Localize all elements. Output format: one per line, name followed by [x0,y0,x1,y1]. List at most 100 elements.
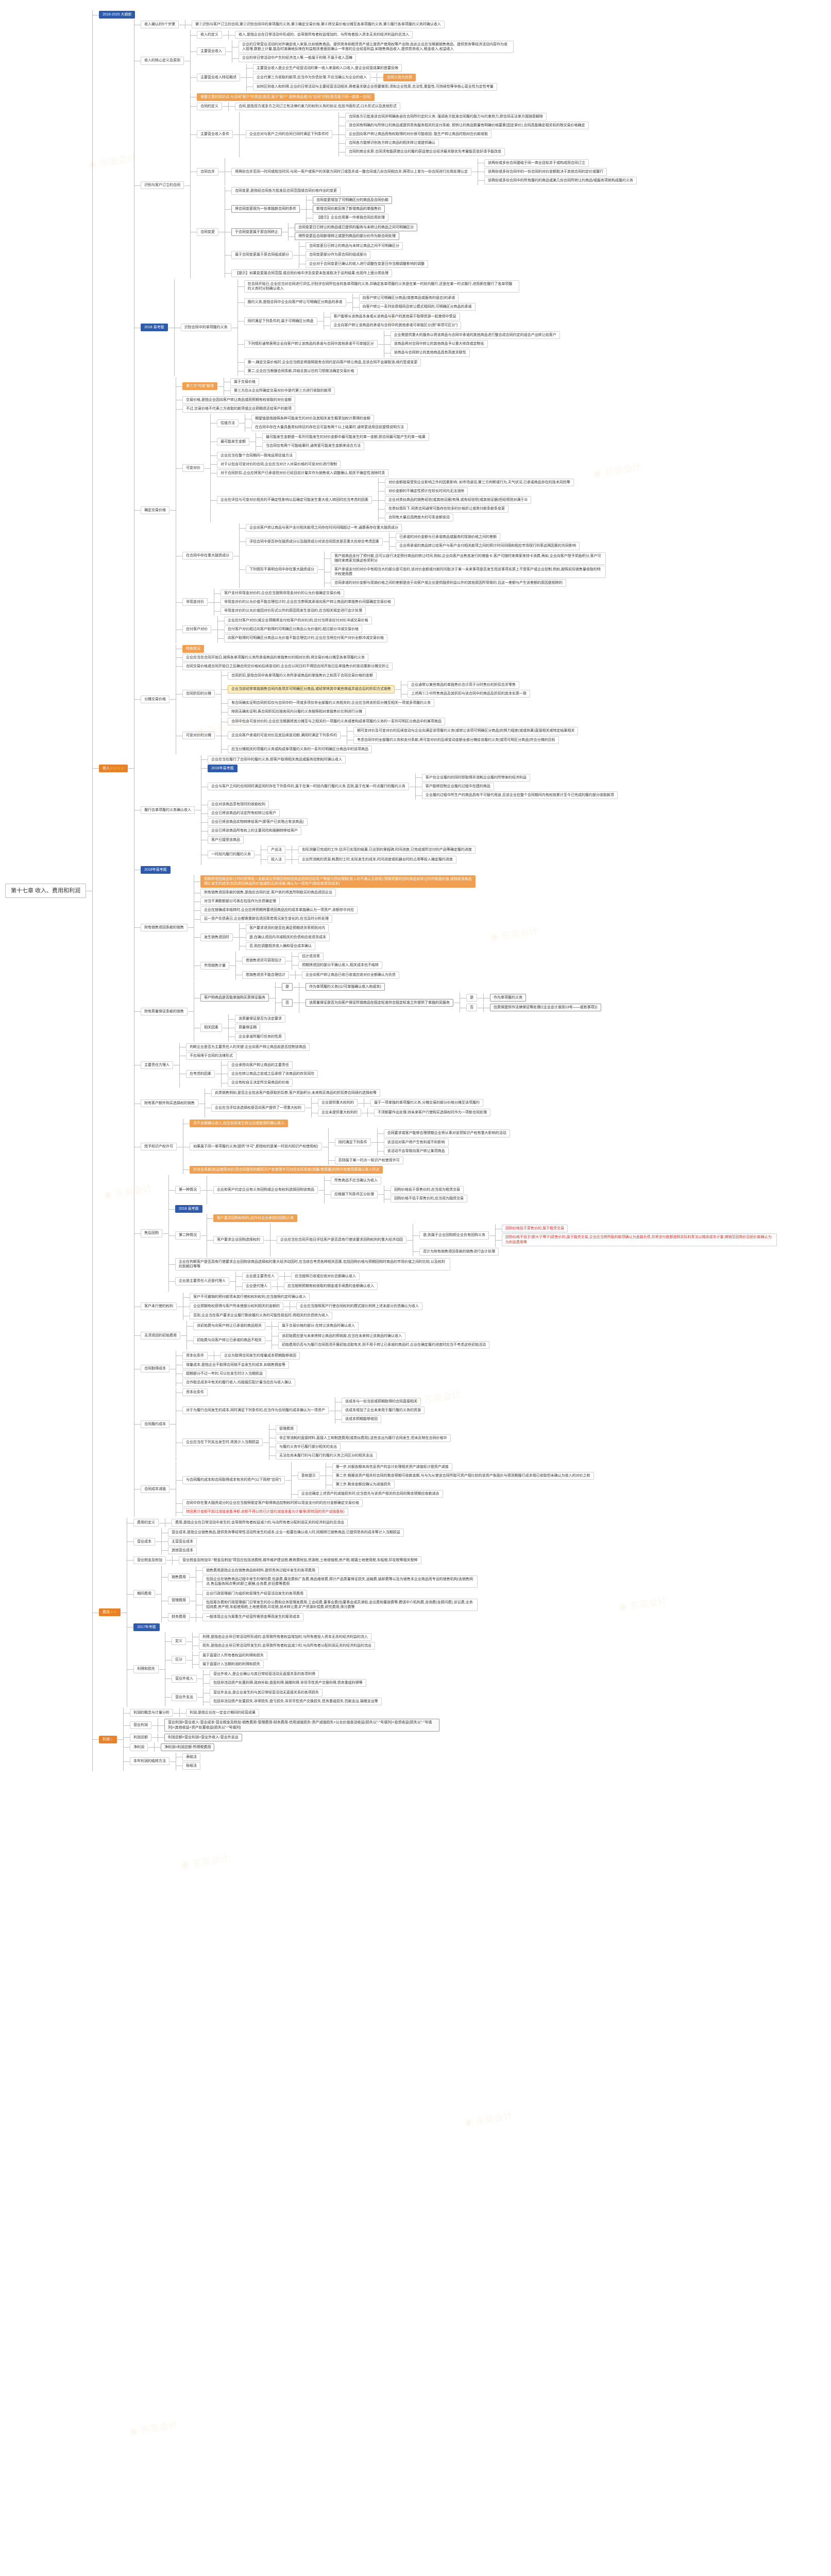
zd2: 不应局限于合同的法律形式 [186,1052,324,1060]
year-tag: 2018-2020 大纲新 [99,11,783,19]
fp3d: 除则无确实证明,表合同折扣应按各同内分履约义务按照相对单独售价比例进行分摊 [228,708,536,716]
shh1a2a: 回购价格低于原售价的,应当视为租赁交易 [391,1186,473,1194]
root-node: 第十七章 收入、费用和利润 2018-2020 大纲新 收入★★★★ 收入确认的… [5,10,831,1771]
xk1a: 同时满足下列条件 合同要求或客户能够合理预期企业将从事对该项知识产权有重大影响的… [335,1129,516,1155]
jz-red: 转回累计金额不超过减值准备净额,余额不得以转已计提的减值准备为计量限(即转回的资… [182,1508,600,1516]
hy2b: 客户能够控制企业履约过程中在建的商品 [422,783,624,790]
fy4b2: 包括筹办费和行政管理部门日常发生的办公费和业务管理发费用,工会经费,董事会费(包… [202,1599,484,1611]
kb2b: 当合同仅有两个可能结果时,通常更可能发生金额来适合方法 [262,442,435,450]
lx2a: 该成本与一份当前或预期取得的合同直接相关 [342,1398,431,1405]
l1b2: 企业的非日常活动中产生的经济流入等,一般属于利得,不属于收入范畴 [239,54,520,62]
hy7: 客户已接受该商品 [208,836,624,844]
hy2c: 企业履约过程中所生产的商品具有不可替代用途,且该企业在整个合同期间内有权就累计至… [422,791,624,799]
dy2a2: 企业向客户转让该商品的承诺与合同中的其他承诺可单独区分(即"单项可区分") [330,321,468,329]
dy2a1: 客户能够从该商品本身或从该商品与客户的其他易于取得资源一起使用中受益 [330,313,468,320]
hy2a: 客户在企业履约的同时即取得并消耗企业履约所带来的经济利益 [422,774,624,782]
fy5d: 营业外支出 营业外支出,是企业发生的与其日常经营活动无直接关系的各项损失 包括非… [172,1688,388,1706]
jz1: 与合同履约成本和合同取得成本有关的资产(以下简称"合同") 意权提示 第一步,对… [182,1462,600,1498]
jz1b: 企业应确定上述资产的减值损失时,应当首先与该资产相关的合同的剩余预期应收款减去 [298,1490,600,1498]
xk1a2: 该活动对客户将产生有利或不利影响 [384,1139,516,1146]
rd2a: 已承诺的对价金额与已承诺商品或服务的现销价格之间的差额 [396,533,586,541]
cm4c: 企业对于合同变更已确认的收入进行调整在变更日作当期调整影响的调整 [306,260,434,268]
zd1: 判断企业是否为主要责任人的关键:企业向客户转让商品前是否控制该商品 [186,1043,324,1051]
kb6c: 企业对类似商品的销售经验(或其他证据)有限,或有经验但(或其他证据)但经预测对满… [385,496,580,504]
sq1: 资本化条件 企业为取得合同发生的增量成本预期能够收回 [182,1351,306,1360]
fx1: 客户支付非现金对价的,企业应当按照非现金对价的公允价值确定交易价格 [221,589,401,597]
c1a: 合同,是指双方或多方之间订立有法律约束力的权利义务的协议,包括书面形式,口头形式… [235,103,406,110]
shh1a: 企业和客户约定企业有义务回购或企业有权利选择回购该商品 所售商品不应当确认为收入… [213,1176,473,1204]
l1a1: 收入,是指企业在日常活动中形成的、会导致所有者权益增加的、与所有者投入资本无关的… [235,31,419,39]
th6a1: 估计退货率 [298,953,388,960]
l1c2: 企业代第三方收取的款项,应当作为负债处理,不应当确认为企业的收入 合同义务为负债 [253,73,503,82]
fp4a: 合同中包含可变对价的,企业应当根据将其分摊至与之相关的一项履约义务或者构成单项履… [228,718,584,725]
rd3: 下列情形不表明合同中存在重大融资成分 客户就商品支付了预付款,且可以自行决定预付… [246,552,612,587]
xk-hl2: 针对全条款(权益使用对价)而合同提供的额知识产权使用许可对应实际条款(销量/使用… [190,1166,516,1174]
fp3b1: 企业通常以某些商品的单独售价合计高于分时售价的折扣合并零售 [408,681,536,689]
zd3a: 企业承担向客户转让商品的主要责任 [228,1061,324,1069]
fy-blue: 2017年考题 [133,1623,484,1631]
wth: 无须退回的初始费用 该初始费与向客户转让已承诺的商品相关 属于交易价格的部分,在… [141,1321,783,1349]
dy4: 第一,确定交易价格时,企业应当假定将按照既有合同约定向客户转让商品,且该合同不会… [244,359,566,366]
shh1a2b: 回购价格不低于原售价的,应当视为融资交易 [391,1195,473,1202]
th: 附有销售退回条款的销售 预期将退回商品转让时的获得收入金额减去预期因销转回商品而… [141,875,783,980]
hy: 履行合单项履约义务确认收入 企业应当在履行了合同中的履约义务,即客户取得相关商品… [141,755,783,865]
lr-lbl: 利润 [103,1738,110,1741]
fp3c: 有合同确实证明合同折扣仅与合同中的一项或多项仅非全部履约义务相关的,企业应当将该… [228,699,536,707]
lr: 利润★ 利润的概念与计量分析 利润,是指企业在一定会计期间的经营成果 营业利润 … [99,1708,783,1771]
kb1a: 期望值是指按照各种可能发生的对价及其相关发生概率加权计算得的金额 [251,415,414,422]
oh-hl: 需要注意的知识点:与合同"客户"的界定(是否,属于"客户";销售商品者)与"合同… [197,93,643,101]
c2a1: 合同各方已批准该合同并明确各自在合同所约定的义务; 强调各方批准合同履约能力与约… [345,113,595,121]
fp: 分摊交易价格 特殊情况 企业应当在合同开始日,按照各单项履约义务所承诺商品的单独… [141,645,783,754]
yf1: 企业应付客户对价(或企业预期将支付给客户的对价)的,应付当将该应付对价冲减交易价… [224,617,394,624]
sq1a: 企业为取得合同发生的增量成本预期能够收回 [221,1352,306,1360]
lx: 合同履约成本 资本化条件 对于为履行合同发生的成本,同时满足下列条件的,应当作为… [141,1388,783,1461]
kcf2: 企业预期有权获得与客户所未使部分权利相关的金额的 企业应当按照客户行使合同权利的… [190,1302,429,1311]
th2: 对当不满数额部分可表右包括作为负债确定理 [200,897,482,905]
sq4: 合作取总成本中有关的履行收入,均按属匹配计量当应应与收入确认 [182,1379,306,1386]
sq3: 超期部分不过一年的,可以在发生时计入当期损益 [182,1370,306,1378]
fp3: 合同折扣的分摊 合同折扣,是指合同中各单项履约义务所承诺商品的单独售价之和高于合… [182,671,584,716]
shh3: 企业在判断客户是否具有行使要求企业回购该商品选择权的重大经济动因时,应当综合考虑… [175,1258,783,1270]
cm5: 【提示】如果变更属合同范围,或合同价格中涉及变更未批准取决于谈判结果,也视作上面… [231,269,434,277]
kh2b: 企业未提供重大权利的 不须额要作出处理,待未来客户行使购买选择权时作为一项新合同… [318,1108,497,1117]
kb1: 估值方法 期望值是指按照各种可能发生的对价及其相关发生概率加权计算得的金额 在合… [217,414,580,432]
rd3b: 客户承诺支付的对价中有相当大的部分是可变的,该对价金额或付款时间取决于某一未来事… [331,566,612,578]
fx3: 非现金对价的公允价值因对价形式以外的原因而发生变动的,应当相关规定进行会计处理 [221,607,401,615]
cc1: 将两份合并至同一时间或相当时间,与同一客户或客户的关联方同时订或签并成一整合同或… [231,159,643,185]
th5b: 是,在确认退回内冲减相关的负债和应收退货成本 [246,934,336,941]
fx2: 非现金对价的公允价值不能合理估计的,企业应当参照其承诺向客户转让商品的单独售价间… [221,598,401,606]
th6: 市场销售计量 若销售退货可容观估计 估计退货率 预期将退回的部分不确认收入,相关… [200,952,482,980]
jz1a3: 第三步,剩余金额应确认为减值损失 [332,1481,600,1488]
th6a2: 预期将退回的部分不确认收入,相关成本也不结转 [298,961,388,969]
zb2: 相关因素 该质量保证是否为法定要求 质量保证期 企业承诺所履行任务的性质 [200,1014,607,1041]
shh-blue: 2018 易考题 [175,1205,783,1213]
fy2c: 其他营业成本 [168,1547,410,1554]
zb1b1a: 是 作为单项履约义务 [466,993,607,1002]
fy5a: 定义 利得,是指由企业非日常活动所形成的,会导致所有者权益增加的,与所有者投入资… [172,1633,388,1650]
zb1a: 是 作为单项履约义务(以/可单独确认收入和成本) [282,982,607,991]
dy2: 同时满足下列条件的,属于可明确区分商品 客户能够从该商品本身或从该商品与客户的其… [244,312,566,330]
kb5: 对于合同折扣,企业应将客户已承诺但对价已经目前计量并作为销售收入调整确认,相关不… [217,469,580,477]
l1b: 主要营业收入 企业的日常营业活动的对外确定收入来源,比如销售商品、提供劳务和租赁… [197,40,520,62]
shh2a-hl: 客户要求回购权利的,应作对企业承担的回购义务 [213,1214,783,1222]
th6b: 若销售退货不能合理估计 企业向客户转让商品已收已收或应收对价全额确认为负债 [242,971,405,979]
l1c3: 如何区别收入和利得,企业的日常活动与主要经营活动相关,两者虽关联企业但要做到,须… [253,83,503,91]
shh1: 第一种情况 企业和客户约定企业有义务回购或企业有权利选择回购该商品 所售商品不应… [175,1176,783,1204]
tp: 确定交易价格 第三方"代收"款项 属于交易价格 第三方应从企业所确定交易对价中是… [141,377,783,643]
fy5b1: 属于直接计入所有者权益的利得和损失 [199,1652,274,1659]
shh4a1: 应当按照已收或应收对价总额确认收入 [291,1273,366,1280]
cc: 合同合并 将两份合并至同一时间或相当时间,与同一客户或客户的关联方同时订或签并成… [197,158,643,185]
kb: 可变对价 估值方法 期望值是指按照各种可能发生的对价及其相关发生概率加权计算得的… [182,414,612,522]
rd3a: 客户就商品支付了预付款,且可以自行决定预付商品的转让时间,例如,企业向客户出售其… [331,552,612,565]
th5c: 否,则应调整相关收入确和营业成本确认 [246,942,336,950]
yf3: 向客户取得的可明确区分商品公允价值不能合理估计的,企业应当将应付客户对价全额冲减… [224,634,394,642]
stars: ★★★★ [110,767,124,770]
zb1b1b: 否 仅质保提供作法律保证等处理(《企业会计准则13号——或有事项》) [466,1003,607,1012]
shh4b1: 应当按照预期有权收取的佣金或手续费的金额确认收入 [284,1282,384,1290]
dy1: 在合同开始日,企业应当对合同进行评估,识别涉合同所包含的各单项履约义务,并确定各… [244,280,566,293]
shh4a: 企业是主要责任人 应当按照已收或应收对价总额确认收入 [242,1272,384,1281]
fp4c: 应当分摊相关的项履约义务或构成单项履约义务的一系列可明确区分商品中的该项商品 [228,745,584,753]
kh2b1: 不须额要作出处理,待未来客户行使购买选择权时作为一项新合同处理 [374,1109,497,1116]
kcf2a: 企业应当按照客户行使合同权利的模式按比例将上述未部分负债确认为收入 [296,1302,429,1310]
th5: 发生销售退回时 客户要求退货的是否在满足预期退货率预则对内 是,在确认退回内冲减… [200,924,482,950]
